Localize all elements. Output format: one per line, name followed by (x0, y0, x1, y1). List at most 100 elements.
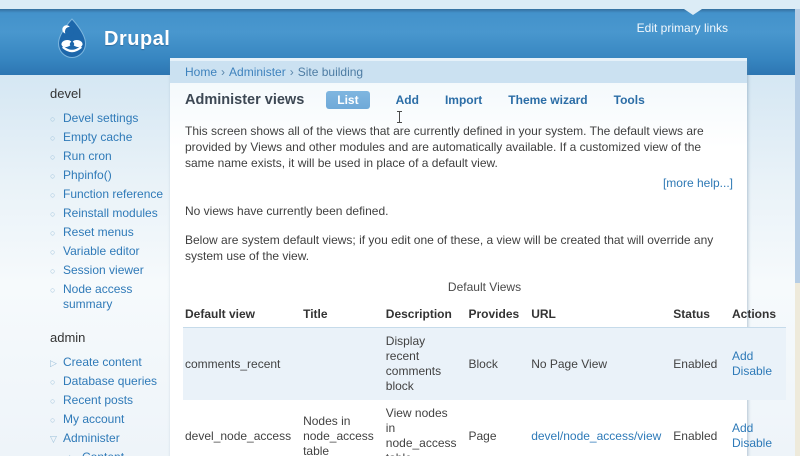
circle-bullet-icon: ○ (50, 266, 56, 276)
sidebar-item-label[interactable]: Variable editor (63, 244, 140, 258)
table-caption: Default Views (447, 280, 522, 294)
add-action-link[interactable]: Add (731, 421, 754, 435)
col-header-actions: Actions (729, 303, 786, 328)
sidebar-item-label[interactable]: Session viewer (63, 263, 144, 277)
tab-import[interactable]: Import (444, 93, 483, 107)
col-header-title: Title (301, 303, 384, 328)
circle-bullet-icon: ○ (50, 285, 56, 295)
scrollbar[interactable] (795, 9, 800, 456)
circle-bullet-icon: ○ (50, 133, 56, 143)
scrollbar-thumb[interactable] (795, 9, 800, 283)
sidebar-item-label[interactable]: Node access summary (63, 282, 133, 311)
sidebar-item-variable-editor[interactable]: ○ Variable editor (0, 242, 170, 261)
sidebar-item-reset-menus[interactable]: ○ Reset menus (0, 223, 170, 242)
sidebar-block-devel: devel ○ Devel settings ○ Empty cache ○ Run … (0, 86, 170, 314)
sidebar-item-create-content[interactable]: ▷ Create content (0, 353, 170, 372)
default-views-table: Default Views Default view Title Descrip… (183, 273, 786, 456)
col-header-provides: Provides (466, 303, 530, 328)
more-help-link[interactable]: [more help...] (662, 176, 733, 190)
view-status: Enabled (671, 327, 730, 400)
sidebar-item-label[interactable]: Recent posts (63, 393, 134, 407)
sidebar-item-recent-posts[interactable]: ○ Recent posts (0, 391, 170, 410)
table-row: comments_recent Display recent comments … (183, 327, 786, 400)
breadcrumb-administer-link[interactable]: Administer (229, 65, 286, 79)
sidebar: devel ○ Devel settings ○ Empty cache ○ Run … (0, 80, 170, 456)
block-title-devel: devel (50, 86, 82, 101)
sidebar-item-database-queries[interactable]: ○ Database queries (0, 372, 170, 391)
admin-menu: ▷ Create content ○ Database queries ○ Recen… (0, 353, 170, 456)
top-strip (0, 0, 800, 9)
devel-menu: ○ Devel settings ○ Empty cache ○ Run cron ○… (0, 109, 170, 314)
sidebar-item-node-access-summary[interactable]: ○ Node access summary (0, 280, 170, 314)
sidebar-item-devel-settings[interactable]: ○ Devel settings (0, 109, 170, 128)
edit-primary-links-link[interactable]: Edit primary links (636, 21, 728, 35)
sidebar-item-function-reference[interactable]: ○ Function reference (0, 185, 170, 204)
page-title: Administer views (185, 92, 305, 108)
view-description: Display recent comments block (383, 327, 467, 400)
tab-list[interactable]: List (326, 91, 370, 109)
sidebar-item-label[interactable]: Phpinfo() (63, 168, 112, 182)
circle-bullet-icon: ○ (50, 190, 56, 200)
drupal-logo-icon (52, 17, 92, 62)
page-header-row: Administer views List Add Import Theme w… (185, 91, 733, 109)
text-cursor (396, 111, 403, 123)
circle-bullet-icon: ○ (50, 415, 56, 425)
sidebar-item-label[interactable]: Function reference (63, 187, 164, 201)
disable-action-link[interactable]: Disable (731, 436, 773, 450)
sidebar-item-run-cron[interactable]: ○ Run cron (0, 147, 170, 166)
breadcrumb: Home › Administer › Site building (170, 58, 747, 83)
table-header-row: Default view Title Description Provides … (183, 303, 786, 328)
site-name[interactable]: Drupal (104, 28, 171, 50)
sidebar-item-label[interactable]: My account (63, 412, 125, 426)
sidebar-item-content-management[interactable]: ▷ Content management (0, 448, 170, 456)
sidebar-item-reinstall-modules[interactable]: ○ Reinstall modules (0, 204, 170, 223)
sidebar-item-label[interactable]: Reset menus (63, 225, 134, 239)
sidebar-item-session-viewer[interactable]: ○ Session viewer (0, 261, 170, 280)
primary-links-notch (684, 9, 702, 15)
circle-bullet-icon: ○ (50, 209, 56, 219)
circle-bullet-icon: ○ (50, 114, 56, 124)
sidebar-item-label[interactable]: Create content (63, 355, 142, 369)
sidebar-item-label[interactable]: Reinstall modules (63, 206, 158, 220)
sidebar-item-label[interactable]: Devel settings (63, 111, 139, 125)
sidebar-item-my-account[interactable]: ○ My account (0, 410, 170, 429)
add-action-link[interactable]: Add (731, 349, 754, 363)
view-url: No Page View (529, 327, 672, 400)
disable-action-link[interactable]: Disable (731, 364, 773, 378)
views-help-text: This screen shows all of the views that … (185, 124, 704, 170)
table-row: devel_node_access Nodes in node_access t… (183, 400, 786, 456)
sidebar-item-label[interactable]: Content management (82, 450, 152, 456)
view-title (301, 327, 384, 400)
sidebar-item-empty-cache[interactable]: ○ Empty cache (0, 128, 170, 147)
content-panel: Home › Administer › Site building Administer… (170, 58, 786, 456)
breadcrumb-home-link[interactable]: Home (185, 65, 218, 79)
view-url-anchor[interactable]: devel/node_access/view (531, 428, 662, 443)
breadcrumb-separator: › (221, 65, 226, 79)
tab-tools[interactable]: Tools (613, 93, 645, 107)
sidebar-item-label[interactable]: Administer (63, 431, 120, 445)
sidebar-item-phpinfo[interactable]: ○ Phpinfo() (0, 166, 170, 185)
logo-area[interactable]: Drupal (52, 17, 170, 62)
collapsed-arrow-icon: ▷ (69, 451, 76, 456)
circle-bullet-icon: ○ (50, 247, 56, 257)
expanded-arrow-icon: ▽ (50, 434, 57, 444)
tab-add[interactable]: Add (395, 93, 419, 107)
tab-theme-wizard[interactable]: Theme wizard (508, 93, 588, 107)
col-header-status: Status (671, 303, 730, 328)
sidebar-item-label[interactable]: Empty cache (63, 130, 133, 144)
view-url-link: devel/node_access/view (529, 400, 671, 456)
more-help-row: [more help...] (170, 176, 733, 190)
view-actions: Add Disable (729, 327, 786, 400)
default-views-note: Below are system default views; if you e… (185, 233, 714, 263)
view-name: comments_recent (183, 327, 302, 400)
col-header-description: Description (383, 303, 467, 328)
breadcrumb-current: Site building (297, 65, 364, 79)
sidebar-item-administer[interactable]: ▽ Administer (0, 429, 170, 448)
sidebar-item-label[interactable]: Run cron (63, 149, 112, 163)
view-title: Nodes in node_access table (303, 413, 374, 456)
no-views-text: No views have currently been defined. (185, 204, 389, 218)
circle-bullet-icon: ○ (50, 377, 56, 387)
block-title-admin: admin (50, 330, 86, 345)
sidebar-item-label[interactable]: Database queries (63, 374, 158, 388)
view-provides: Block (466, 327, 530, 400)
